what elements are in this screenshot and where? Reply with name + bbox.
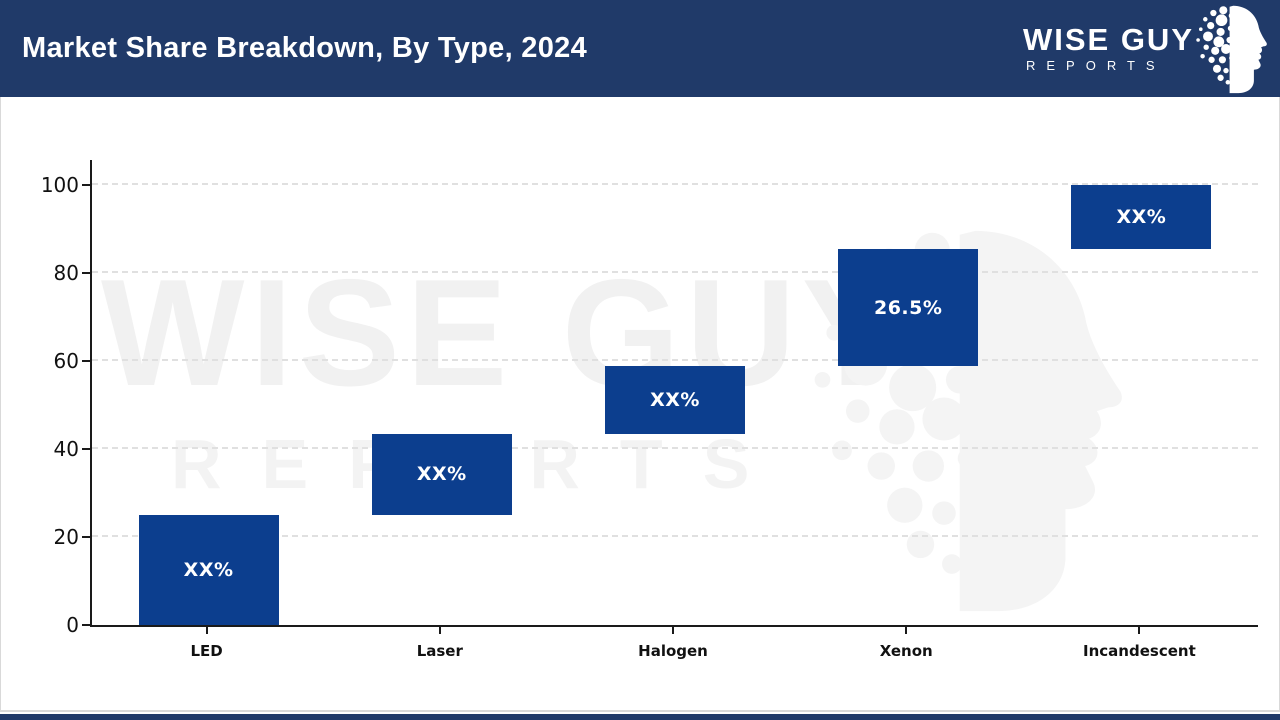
gridline-20 <box>92 535 1258 538</box>
bar-value-label: XX% <box>183 559 234 582</box>
bar-halogen: XX% <box>605 365 745 434</box>
y-axis-label-20: 20 <box>53 525 79 549</box>
bar-value-label: 26.5% <box>873 296 943 319</box>
y-axis-label-100: 100 <box>40 173 79 198</box>
bar-value-label: XX% <box>650 388 700 411</box>
y-tick-60 <box>82 360 90 363</box>
gridline-80 <box>92 271 1258 274</box>
x-axis-label-led: LED <box>190 642 223 660</box>
x-axis-label-laser: Laser <box>416 642 463 660</box>
y-axis-label-0: 0 <box>66 613 79 637</box>
brand-name: WISE GUY <box>1022 22 1194 57</box>
y-tick-0 <box>82 624 90 626</box>
x-tick-laser <box>438 627 441 634</box>
chart-area: WISE GUY REPORTS XX%XX%XX%26.5%XX% 02040… <box>0 97 1280 712</box>
bar-value-label: XX% <box>1116 206 1167 229</box>
brand-tagline: REPORTS <box>1025 58 1166 73</box>
x-axis-label-incandescent: Incandescent <box>1083 642 1196 660</box>
gridline-40 <box>92 447 1258 450</box>
x-axis-label-xenon: Xenon <box>879 642 933 660</box>
plot-frame: XX% XX% XX% 26.5% XX% <box>90 160 1258 627</box>
x-tick-led <box>205 627 208 634</box>
bar-incandescent: XX% <box>1071 185 1212 250</box>
y-tick-80 <box>82 272 90 275</box>
x-tick-halogen <box>672 627 674 634</box>
x-tick-xenon <box>905 627 908 634</box>
y-tick-100 <box>82 184 90 187</box>
brand-logo-text: WISE GUY REPORTS <box>1023 24 1194 73</box>
footer-accent-bar <box>0 714 1280 720</box>
gridline-60 <box>92 359 1258 362</box>
bar-led: XX% <box>138 515 279 625</box>
y-axis-label-40: 40 <box>53 437 79 462</box>
x-axis-label-halogen: Halogen <box>638 642 708 660</box>
bar-xenon: 26.5% <box>838 249 979 366</box>
bar-value-label: XX% <box>416 463 467 486</box>
bar-laser: XX% <box>371 433 512 516</box>
y-tick-20 <box>82 536 90 538</box>
y-axis-label-60: 60 <box>53 349 79 374</box>
brand-logo: WISE GUY REPORTS <box>1023 4 1274 94</box>
page-title: Market Share Breakdown, By Type, 2024 <box>22 32 588 64</box>
header-bar: Market Share Breakdown, By Type, 2024 WI… <box>0 0 1280 97</box>
y-tick-40 <box>82 448 90 451</box>
x-tick-incandescent <box>1138 627 1141 634</box>
y-axis-label-80: 80 <box>53 261 79 286</box>
gridline-100 <box>92 183 1258 186</box>
